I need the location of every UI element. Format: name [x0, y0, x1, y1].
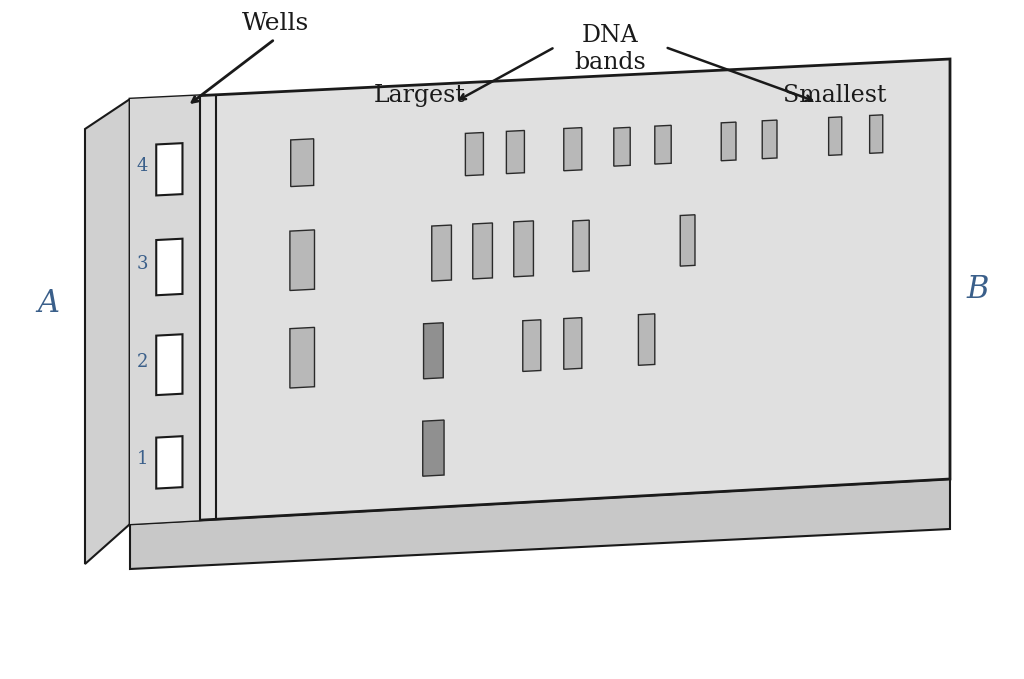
Text: Smallest: Smallest [783, 84, 887, 107]
Polygon shape [130, 479, 950, 569]
Polygon shape [290, 327, 314, 388]
Polygon shape [157, 436, 182, 489]
Polygon shape [869, 115, 883, 153]
Polygon shape [654, 126, 671, 164]
Polygon shape [465, 132, 483, 176]
Polygon shape [564, 318, 582, 369]
Polygon shape [157, 143, 182, 196]
Polygon shape [473, 223, 493, 279]
Text: 4: 4 [137, 158, 148, 175]
Polygon shape [721, 122, 736, 161]
Polygon shape [680, 215, 695, 266]
Polygon shape [291, 139, 313, 187]
Polygon shape [613, 128, 630, 166]
Polygon shape [130, 59, 950, 524]
Polygon shape [523, 320, 541, 371]
Polygon shape [638, 314, 654, 365]
Polygon shape [514, 221, 534, 277]
Text: 3: 3 [137, 255, 148, 273]
Polygon shape [85, 99, 130, 564]
Polygon shape [290, 230, 314, 291]
Polygon shape [564, 128, 582, 170]
Text: 1: 1 [137, 450, 148, 469]
Text: DNA
bands: DNA bands [574, 24, 646, 73]
Polygon shape [432, 225, 452, 281]
Polygon shape [424, 323, 443, 379]
Text: B: B [967, 274, 989, 304]
Polygon shape [762, 120, 777, 159]
Text: Largest: Largest [374, 84, 466, 107]
Polygon shape [157, 334, 182, 395]
Polygon shape [572, 220, 589, 272]
Polygon shape [157, 239, 182, 295]
Text: 2: 2 [137, 352, 148, 371]
Polygon shape [423, 420, 444, 476]
Polygon shape [507, 130, 524, 174]
Polygon shape [828, 117, 842, 155]
Text: A: A [37, 289, 59, 320]
Text: Wells: Wells [242, 12, 308, 35]
Polygon shape [130, 96, 200, 524]
